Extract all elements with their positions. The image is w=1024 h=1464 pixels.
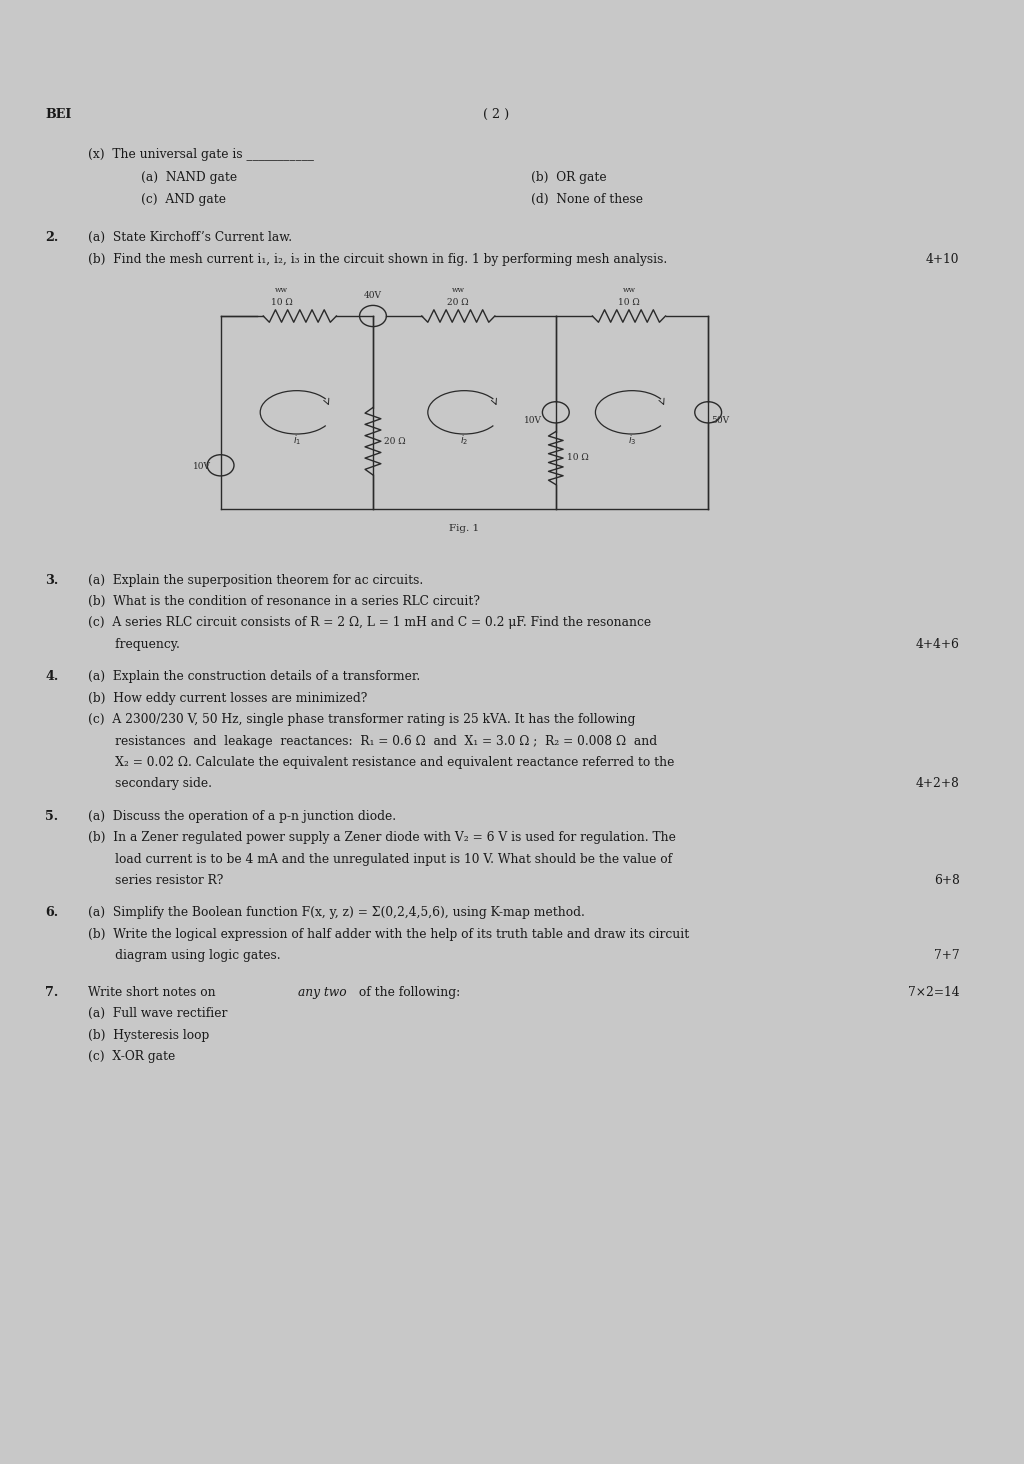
Text: 6.: 6. — [45, 906, 58, 919]
Text: 7+7: 7+7 — [934, 949, 959, 962]
Text: BEI: BEI — [45, 108, 72, 122]
Text: (c)  A 2300/230 V, 50 Hz, single phase transformer rating is 25 kVA. It has the : (c) A 2300/230 V, 50 Hz, single phase tr… — [88, 713, 636, 726]
Text: 4.: 4. — [45, 671, 58, 684]
Text: $i_3$: $i_3$ — [628, 433, 636, 448]
Text: X₂ = 0.02 Ω. Calculate the equivalent resistance and equivalent reactance referr: X₂ = 0.02 Ω. Calculate the equivalent re… — [88, 755, 675, 769]
Text: (b)  Write the logical expression of half adder with the help of its truth table: (b) Write the logical expression of half… — [88, 928, 689, 941]
Text: 4+4+6: 4+4+6 — [915, 638, 959, 651]
Text: (b)  Hysteresis loop: (b) Hysteresis loop — [88, 1029, 210, 1041]
Text: any two: any two — [298, 985, 346, 998]
Text: Fig. 1: Fig. 1 — [450, 524, 479, 533]
Text: (b)  In a Zener regulated power supply a Zener diode with V₂ = 6 V is used for r: (b) In a Zener regulated power supply a … — [88, 832, 676, 845]
Text: ww: ww — [452, 285, 465, 294]
Text: 6+8: 6+8 — [934, 874, 959, 887]
Text: (c)  A series RLC circuit consists of R = 2 Ω, L = 1 mH and C = 0.2 μF. Find the: (c) A series RLC circuit consists of R =… — [88, 616, 651, 630]
Text: 7×2=14: 7×2=14 — [908, 985, 959, 998]
Text: ww: ww — [623, 285, 636, 294]
Text: 4+10: 4+10 — [926, 253, 959, 266]
Text: (b)  What is the condition of resonance in a series RLC circuit?: (b) What is the condition of resonance i… — [88, 594, 480, 608]
Text: ( 2 ): ( 2 ) — [483, 108, 510, 122]
Text: (b)  Find the mesh current i₁, i₂, i₃ in the circuit shown in fig. 1 by performi: (b) Find the mesh current i₁, i₂, i₃ in … — [88, 253, 668, 266]
Text: 10 Ω: 10 Ω — [566, 454, 589, 463]
Text: ww: ww — [275, 285, 288, 294]
Text: (x)  The universal gate is ___________: (x) The universal gate is ___________ — [88, 148, 314, 161]
Text: frequency.: frequency. — [88, 638, 180, 651]
Text: $i_1$: $i_1$ — [293, 433, 301, 448]
Text: 2.: 2. — [45, 231, 58, 244]
Text: (c)  X-OR gate: (c) X-OR gate — [88, 1050, 175, 1063]
Text: 40V: 40V — [364, 291, 382, 300]
Text: (a)  Simplify the Boolean function F(x, y, z) = Σ(0,2,4,5,6), using K-map method: (a) Simplify the Boolean function F(x, y… — [88, 906, 585, 919]
Text: (a)  Explain the superposition theorem for ac circuits.: (a) Explain the superposition theorem fo… — [88, 574, 424, 587]
Text: of the following:: of the following: — [355, 985, 460, 998]
Text: (a)  State Kirchoff’s Current law.: (a) State Kirchoff’s Current law. — [88, 231, 292, 244]
Text: 5.: 5. — [45, 810, 58, 823]
Text: 3.: 3. — [45, 574, 58, 587]
Text: 10V: 10V — [194, 463, 211, 471]
Text: 20 Ω: 20 Ω — [384, 436, 406, 445]
Text: $i_2$: $i_2$ — [460, 433, 469, 448]
Text: (b)  OR gate: (b) OR gate — [531, 171, 606, 184]
Text: (a)  Explain the construction details of a transformer.: (a) Explain the construction details of … — [88, 671, 421, 684]
Text: secondary side.: secondary side. — [88, 777, 212, 791]
Text: (a)  NAND gate: (a) NAND gate — [140, 171, 237, 184]
Text: (d)  None of these: (d) None of these — [531, 193, 643, 206]
Text: 20 Ω: 20 Ω — [447, 299, 469, 307]
Text: (a)  Discuss the operation of a p-n junction diode.: (a) Discuss the operation of a p-n junct… — [88, 810, 396, 823]
Text: Write short notes on: Write short notes on — [88, 985, 220, 998]
Text: (a)  Full wave rectifier: (a) Full wave rectifier — [88, 1007, 227, 1020]
Text: resistances  and  leakage  reactances:  R₁ = 0.6 Ω  and  X₁ = 3.0 Ω ;  R₂ = 0.00: resistances and leakage reactances: R₁ =… — [88, 735, 657, 748]
Text: 7.: 7. — [45, 985, 58, 998]
Text: 50V: 50V — [712, 416, 729, 425]
Text: (b)  How eddy current losses are minimized?: (b) How eddy current losses are minimize… — [88, 691, 368, 704]
Text: 10 Ω: 10 Ω — [618, 299, 640, 307]
Text: 10 Ω: 10 Ω — [270, 299, 293, 307]
Text: 4+2+8: 4+2+8 — [915, 777, 959, 791]
Text: series resistor R?: series resistor R? — [88, 874, 223, 887]
Text: (c)  AND gate: (c) AND gate — [140, 193, 225, 206]
Text: 10V: 10V — [524, 416, 542, 425]
Text: diagram using logic gates.: diagram using logic gates. — [88, 949, 281, 962]
Text: load current is to be 4 mA and the unregulated input is 10 V. What should be the: load current is to be 4 mA and the unreg… — [88, 852, 673, 865]
